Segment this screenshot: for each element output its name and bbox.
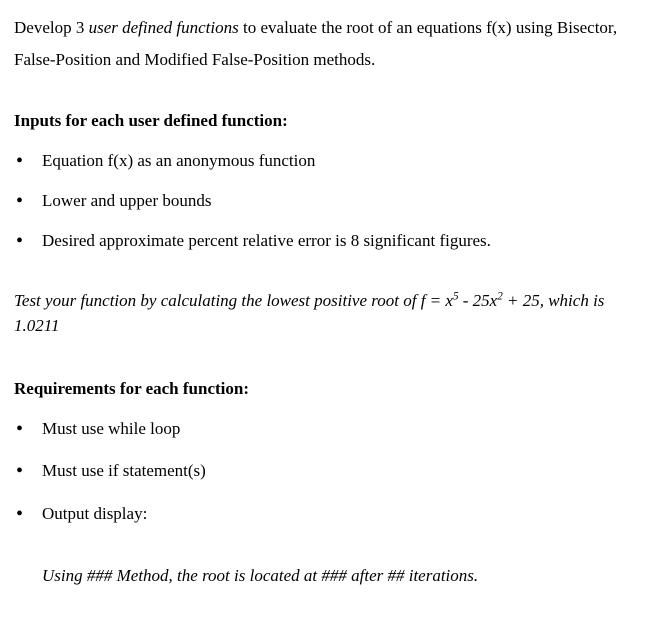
requirements-heading: Requirements for each function: (14, 373, 658, 405)
requirements-list: Must use while loop Must use if statemen… (14, 413, 658, 530)
test-prefix: Test your function by calculating the lo… (14, 291, 453, 310)
list-item: Must use while loop (14, 413, 658, 445)
test-answer: 1.0211 (14, 316, 60, 335)
test-mid1: - 25x (458, 291, 497, 310)
list-item: Output display: (14, 498, 658, 530)
list-item: Equation f(x) as an anonymous function (14, 145, 658, 177)
intro-text-italic: user defined functions (89, 18, 239, 37)
intro-line-1: Develop 3 user defined functions to eval… (14, 12, 658, 44)
intro-text-suffix: to evaluate the root of an equations f(x… (239, 18, 617, 37)
inputs-list: Equation f(x) as an anonymous function L… (14, 145, 658, 258)
inputs-heading: Inputs for each user defined function: (14, 105, 658, 137)
list-item: Lower and upper bounds (14, 185, 658, 217)
intro-line-2: False-Position and Modified False-Positi… (14, 44, 658, 76)
output-template: Using ### Method, the root is located at… (14, 560, 658, 592)
intro-text-prefix: Develop 3 (14, 18, 89, 37)
list-item: Desired approximate percent relative err… (14, 225, 658, 257)
intro-paragraph: Develop 3 user defined functions to eval… (14, 12, 658, 77)
test-instruction: Test your function by calculating the lo… (14, 288, 658, 339)
list-item: Must use if statement(s) (14, 455, 658, 487)
test-mid2: + 25, which is (503, 291, 605, 310)
